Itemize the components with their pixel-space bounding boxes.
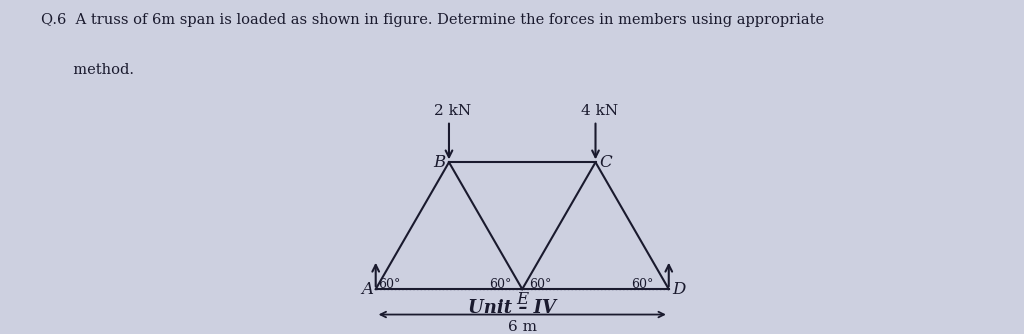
Text: 60°: 60° [378, 278, 400, 291]
Text: method.: method. [41, 63, 134, 77]
Text: 2 kN: 2 kN [434, 104, 471, 118]
Text: 6 m: 6 m [508, 320, 537, 334]
Text: 4 kN: 4 kN [581, 104, 617, 118]
Text: 60°: 60° [489, 278, 511, 291]
Text: Unit – IV: Unit – IV [468, 299, 556, 317]
Text: E: E [516, 291, 528, 308]
Text: A: A [360, 281, 373, 298]
Text: B: B [433, 154, 445, 171]
Text: 60°: 60° [529, 278, 552, 291]
Text: D: D [672, 281, 685, 298]
Text: Q.6  A truss of 6m span is loaded as shown in figure. Determine the forces in me: Q.6 A truss of 6m span is loaded as show… [41, 13, 824, 27]
Text: C: C [599, 154, 611, 171]
Text: 60°: 60° [631, 278, 653, 291]
